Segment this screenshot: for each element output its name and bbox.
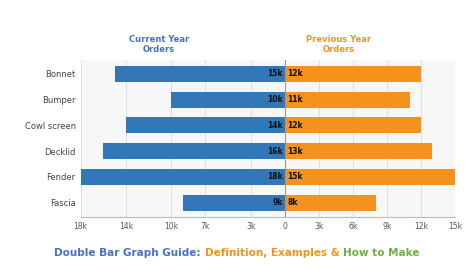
Text: Double Bar Graph Guide:: Double Bar Graph Guide: [55,249,205,258]
Text: 8k: 8k [287,198,298,207]
Text: 12k: 12k [287,121,303,130]
Bar [103,143,285,159]
Bar [285,66,421,82]
Bar [285,143,432,159]
Text: 10k: 10k [267,95,283,104]
Bar [285,117,421,133]
Bar [182,195,285,211]
Bar [285,195,375,211]
Text: 9k: 9k [272,198,283,207]
Text: 15k: 15k [267,69,283,78]
Text: 11k: 11k [287,95,303,104]
Text: 18k: 18k [267,172,283,181]
Text: Previous Year
Orders: Previous Year Orders [306,35,372,54]
Text: How to Make: How to Make [343,249,419,258]
Bar [285,92,410,108]
Bar [285,169,455,185]
Text: Current Year
Orders: Current Year Orders [128,35,189,54]
Bar [81,169,285,185]
Text: 15k: 15k [287,172,302,181]
Text: Definition, Examples &: Definition, Examples & [205,249,343,258]
Bar [172,92,285,108]
Text: 14k: 14k [267,121,283,130]
Text: 13k: 13k [287,147,303,156]
Bar [126,117,285,133]
Text: 16k: 16k [267,147,283,156]
Text: 12k: 12k [287,69,303,78]
Bar [115,66,285,82]
